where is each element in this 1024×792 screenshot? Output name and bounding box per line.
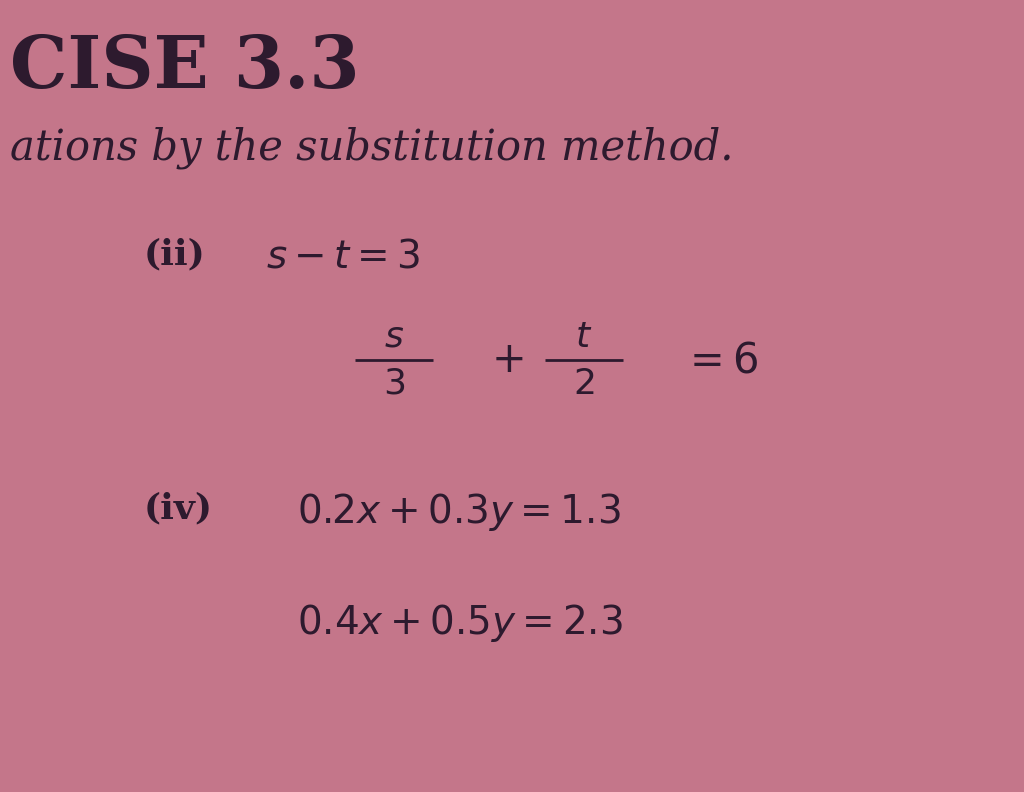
Text: (iv): (iv) — [143, 491, 213, 525]
Text: $+$: $+$ — [490, 339, 523, 382]
Text: $= 6$: $= 6$ — [681, 339, 758, 382]
Text: $3$: $3$ — [383, 367, 406, 401]
Text: CISE 3.3: CISE 3.3 — [10, 32, 359, 103]
Text: $t$: $t$ — [575, 320, 592, 354]
Text: $s - t = 3$: $s - t = 3$ — [266, 238, 421, 276]
Text: $0.2x + 0.3y = 1.3$: $0.2x + 0.3y = 1.3$ — [297, 491, 621, 533]
Text: $2$: $2$ — [573, 367, 594, 401]
Text: ations by the substitution method.: ations by the substitution method. — [10, 127, 734, 169]
Text: $s$: $s$ — [384, 320, 404, 354]
Text: $0.4x + 0.5y = 2.3$: $0.4x + 0.5y = 2.3$ — [297, 602, 623, 644]
Text: (ii): (ii) — [143, 238, 205, 272]
